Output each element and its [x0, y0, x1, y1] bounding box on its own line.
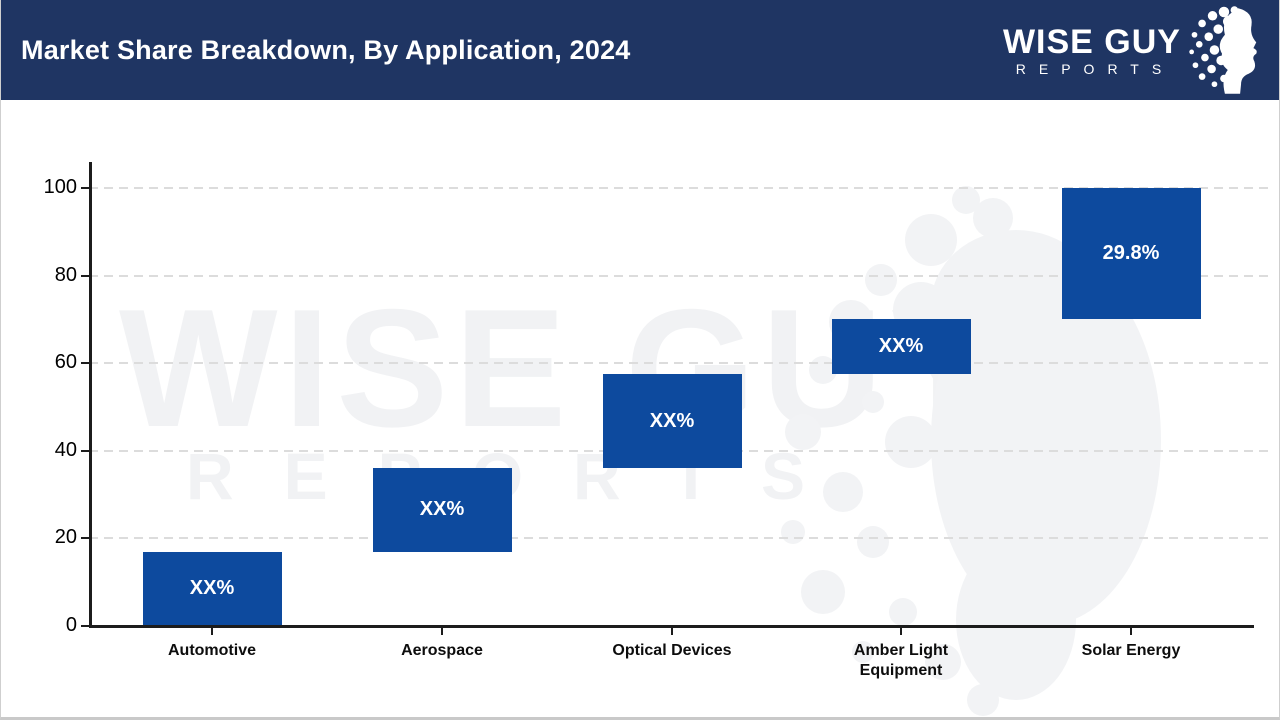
- y-axis-tick: [81, 537, 89, 540]
- gridline: [89, 187, 1271, 189]
- x-axis-tick: [441, 628, 443, 635]
- bar-value-label: XX%: [649, 409, 695, 432]
- bar: XX%: [142, 551, 282, 626]
- bar: 29.8%: [1061, 188, 1201, 319]
- x-category-label: Solar Energy: [1081, 642, 1181, 659]
- x-category-label: Optical Devices: [612, 642, 732, 659]
- y-tick-label: 80: [54, 263, 77, 286]
- logo-wordmark: WISE GUY: [1002, 22, 1181, 61]
- bar-value-label: XX%: [189, 577, 235, 600]
- logo-subtext: REPORTS: [1015, 60, 1175, 77]
- x-category-label: Automotive: [168, 642, 256, 659]
- gridline: [89, 362, 1271, 365]
- header-band: Market Share Breakdown, By Application, …: [1, 0, 1279, 100]
- y-axis-line: [89, 162, 92, 628]
- y-tick-label: 0: [65, 614, 77, 636]
- y-tick-label: 60: [54, 351, 77, 374]
- logo-head-dots-icon: [1189, 6, 1257, 94]
- x-axis-tick: [900, 628, 902, 635]
- bar: XX%: [831, 318, 971, 375]
- x-axis-tick: [211, 628, 213, 635]
- y-axis-tick: [81, 274, 89, 277]
- x-axis-tick: [1130, 628, 1132, 635]
- y-axis-tick: [81, 449, 89, 452]
- y-axis-tick: [81, 625, 89, 627]
- page-title: Market Share Breakdown, By Application, …: [21, 34, 631, 65]
- bar-value-label: XX%: [419, 498, 465, 521]
- x-category-label: Amber Light Equipment: [853, 642, 949, 679]
- x-category-label: Aerospace: [401, 642, 483, 659]
- y-tick-label: 20: [54, 526, 77, 549]
- y-tick-label: 40: [54, 438, 77, 461]
- bar: XX%: [602, 374, 742, 469]
- gridline: [89, 537, 1271, 540]
- x-axis-line: [89, 625, 1254, 628]
- y-axis-tick: [81, 187, 89, 189]
- x-axis-tick: [671, 628, 673, 635]
- gridline: [89, 274, 1271, 277]
- y-axis-tick: [81, 362, 89, 365]
- bar-value-label: XX%: [878, 334, 924, 357]
- y-tick-label: 100: [43, 176, 77, 198]
- bar-value-label: 29.8%: [1102, 241, 1160, 264]
- bar: XX%: [372, 468, 512, 552]
- brand-logo: WISE GUY REPORTS: [1003, 6, 1261, 94]
